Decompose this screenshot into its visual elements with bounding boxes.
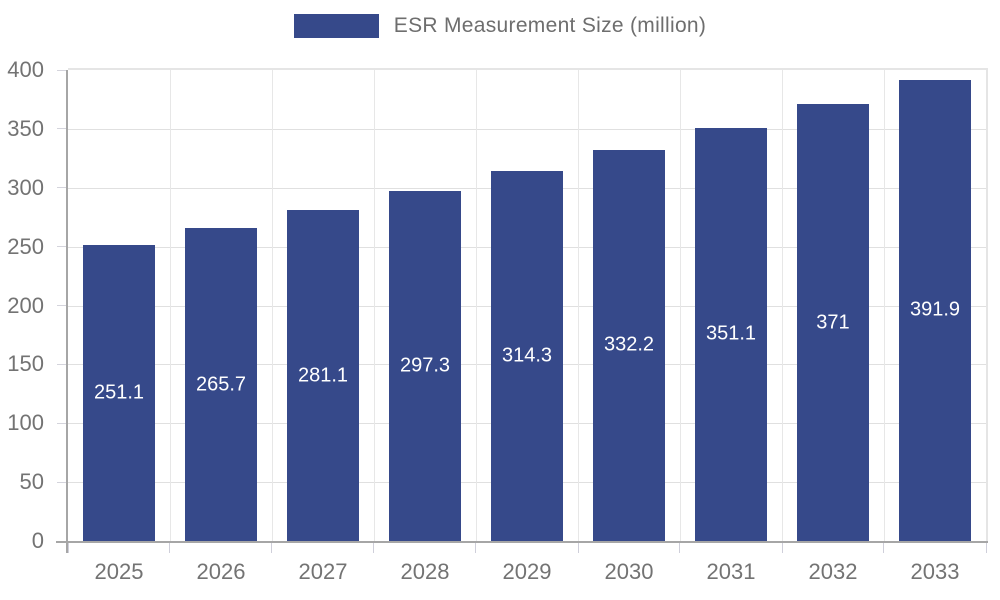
- bar-slot-2033: 391.9: [884, 70, 986, 541]
- y-tick-label-300: 300: [7, 174, 44, 200]
- bar-value-label-2031: 351.1: [705, 322, 757, 345]
- x-tick-mark: [985, 543, 987, 553]
- y-tick-label-400: 400: [7, 57, 44, 82]
- y-tick-mark: [57, 128, 66, 130]
- y-tick-mark: [57, 187, 66, 189]
- x-tick-mark: [475, 543, 477, 553]
- y-tick-label-250: 250: [7, 233, 44, 259]
- legend-swatch: [293, 14, 379, 38]
- bar-2027: 281.1: [286, 210, 360, 541]
- x-tick-mark: [373, 543, 375, 553]
- x-tick-label-2025: 2025: [94, 559, 144, 584]
- y-tick-label-200: 200: [7, 292, 44, 318]
- x-tick-mark: [271, 543, 273, 553]
- bar-value-label-2027: 281.1: [297, 364, 349, 386]
- bar-value-label-2029: 314.3: [501, 344, 553, 367]
- bar-2031: 351.1: [694, 127, 768, 541]
- bar-slot-2031: 351.1: [680, 70, 782, 541]
- gridline-x-boundary: [272, 70, 273, 541]
- y-tick-label-150: 150: [7, 351, 44, 377]
- x-tick-mark: [781, 543, 783, 553]
- x-tick-mark: [169, 543, 171, 553]
- gridline-x-boundary: [170, 70, 171, 541]
- x-tick-label-2032: 2032: [808, 559, 858, 584]
- y-tick-mark: [57, 422, 66, 424]
- bar-value-label-2026: 265.7: [195, 373, 247, 396]
- bar-value-label-2033: 391.9: [909, 298, 961, 321]
- x-tick-label-2031: 2031: [706, 559, 756, 584]
- x-tick-label-2028: 2028: [400, 559, 450, 584]
- y-tick-mark: [57, 481, 66, 483]
- bar-slot-2027: 281.1: [272, 70, 374, 541]
- gridline-x-boundary: [679, 70, 681, 541]
- gridline-y-350: [68, 128, 986, 130]
- bar-slot-2032: 371: [782, 70, 884, 541]
- y-tick-label-100: 100: [7, 410, 44, 436]
- plot-area: 251.1 265.7 281.1 297.3 314.3 332.2 351.1 371 39…: [7, 57, 988, 584]
- bar-2030: 332.2: [592, 149, 666, 541]
- y-tick-label-50: 50: [19, 469, 44, 495]
- y-tick-mark: [57, 69, 66, 71]
- bar-value-label-2032: 371: [816, 311, 850, 334]
- bar-slot-2029: 314.3: [476, 70, 578, 541]
- gridline-x-boundary: [884, 70, 885, 541]
- gridline-x-boundary: [476, 70, 477, 541]
- bar-2029: 314.3: [490, 170, 564, 541]
- gridline-x-boundary: [373, 70, 375, 541]
- x-tick-mark: [883, 543, 885, 553]
- gridline-x-boundary: [578, 70, 579, 541]
- bar-2032: 371: [796, 104, 870, 541]
- bars-container: 251.1 265.7 281.1 297.3 314.3 332.2 351.1 371 39…: [68, 70, 986, 541]
- bar-slot-2025: 251.1: [68, 70, 170, 541]
- bar-value-label-2028: 297.3: [399, 354, 451, 377]
- y-tick-mark: [57, 305, 66, 306]
- bar-value-label-2025: 251.1: [93, 381, 145, 404]
- bar-2033: 391.9: [898, 79, 972, 541]
- x-axis-line: [56, 541, 988, 543]
- y-tick-mark: [57, 363, 66, 365]
- bar-2026: 265.7: [184, 228, 258, 541]
- x-tick-label-2029: 2029: [502, 559, 552, 584]
- x-tick-label-2026: 2026: [196, 559, 246, 584]
- x-tick-label-2027: 2027: [298, 559, 348, 584]
- gridline-x-boundary: [782, 70, 783, 541]
- x-tick-label-2033: 2033: [910, 559, 960, 584]
- x-tick-mark: [679, 543, 681, 553]
- y-tick-mark: [57, 246, 66, 248]
- x-tick-mark: [67, 543, 69, 553]
- y-tick-label-350: 350: [7, 115, 44, 141]
- legend-label: ESR Measurement Size (million): [393, 14, 707, 37]
- bar-2025: 251.1: [82, 245, 156, 541]
- bar-slot-2030: 332.2: [578, 70, 680, 541]
- bar-2028: 297.3: [388, 190, 462, 541]
- bar-slot-2028: 297.3: [374, 70, 476, 541]
- x-tick-label-2030: 2030: [604, 559, 654, 584]
- y-axis-line: [66, 70, 68, 553]
- y-tick-label-0: 0: [31, 528, 44, 553]
- x-tick-mark: [577, 543, 579, 553]
- legend: ESR Measurement Size (million): [0, 14, 1000, 38]
- bar-slot-2026: 265.7: [170, 70, 272, 541]
- bar-value-label-2030: 332.2: [603, 333, 655, 356]
